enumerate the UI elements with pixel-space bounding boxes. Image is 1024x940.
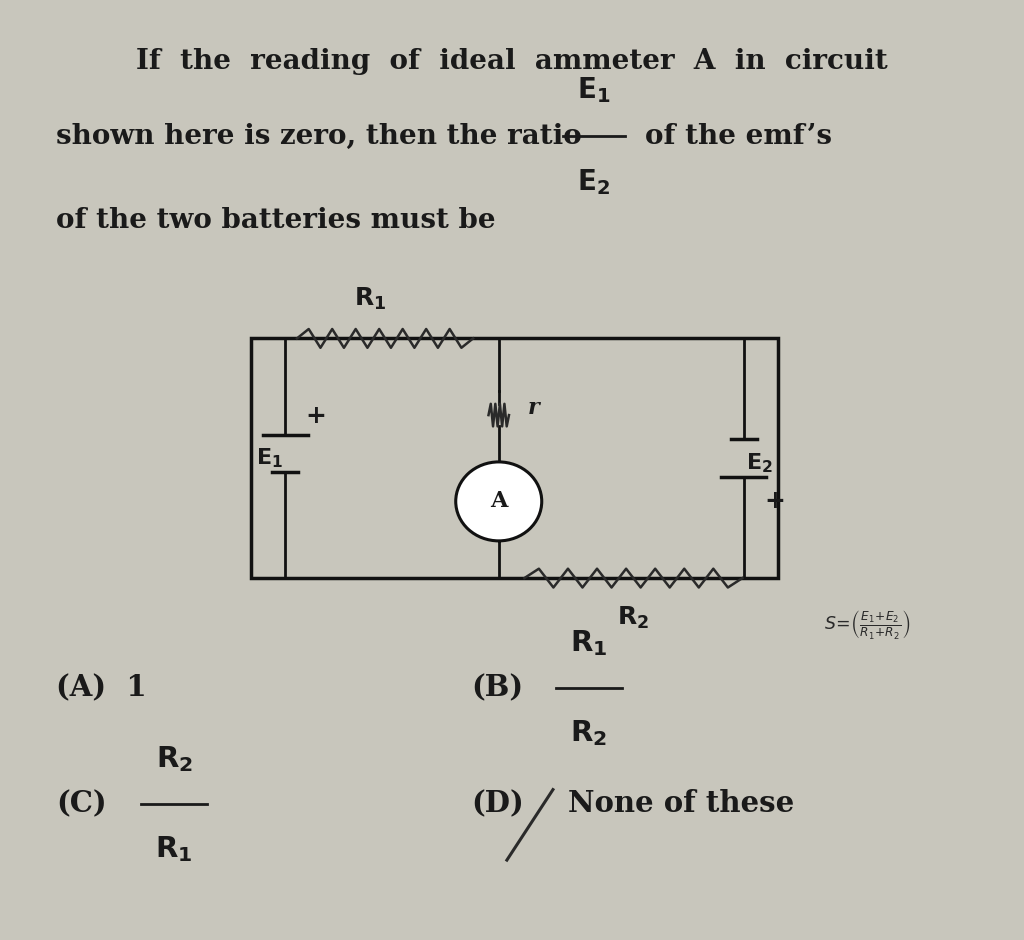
Circle shape — [456, 462, 542, 540]
Text: +: + — [764, 490, 785, 513]
Text: +: + — [305, 404, 327, 428]
Text: $\mathbf{E_1}$: $\mathbf{E_1}$ — [578, 75, 610, 105]
Text: $\mathbf{E_2}$: $\mathbf{E_2}$ — [746, 451, 773, 475]
Text: $\mathbf{R_2}$: $\mathbf{R_2}$ — [156, 744, 193, 774]
Text: (C): (C) — [56, 790, 106, 818]
Text: (A)  1: (A) 1 — [56, 674, 147, 702]
Text: of the emf’s: of the emf’s — [645, 123, 833, 149]
Text: $\mathbf{R_1}$: $\mathbf{R_1}$ — [353, 286, 386, 312]
Text: A: A — [490, 491, 508, 512]
Text: $\mathbf{R_1}$: $\mathbf{R_1}$ — [570, 628, 607, 658]
Text: of the two batteries must be: of the two batteries must be — [56, 208, 496, 234]
Text: None of these: None of these — [568, 790, 795, 818]
Text: If  the  reading  of  ideal  ammeter  A  in  circuit: If the reading of ideal ammeter A in cir… — [136, 48, 888, 74]
Text: $S\!=\!\left(\frac{E_1\!+\!E_2}{R_1\!+\!R_2}\right)$: $S\!=\!\left(\frac{E_1\!+\!E_2}{R_1\!+\!… — [824, 608, 910, 642]
Text: r: r — [527, 397, 540, 418]
Text: (B): (B) — [471, 674, 523, 702]
Text: $\mathbf{E_1}$: $\mathbf{E_1}$ — [256, 446, 283, 470]
Text: (D): (D) — [471, 790, 524, 818]
Text: $\mathbf{R_1}$: $\mathbf{R_1}$ — [156, 834, 193, 864]
Text: shown here is zero, then the ratio: shown here is zero, then the ratio — [56, 123, 582, 149]
Bar — [251, 338, 778, 578]
Text: $\mathbf{R_2}$: $\mathbf{R_2}$ — [570, 718, 607, 748]
Text: $\mathbf{E_2}$: $\mathbf{E_2}$ — [578, 167, 610, 197]
Text: $\mathbf{R_2}$: $\mathbf{R_2}$ — [617, 604, 649, 631]
